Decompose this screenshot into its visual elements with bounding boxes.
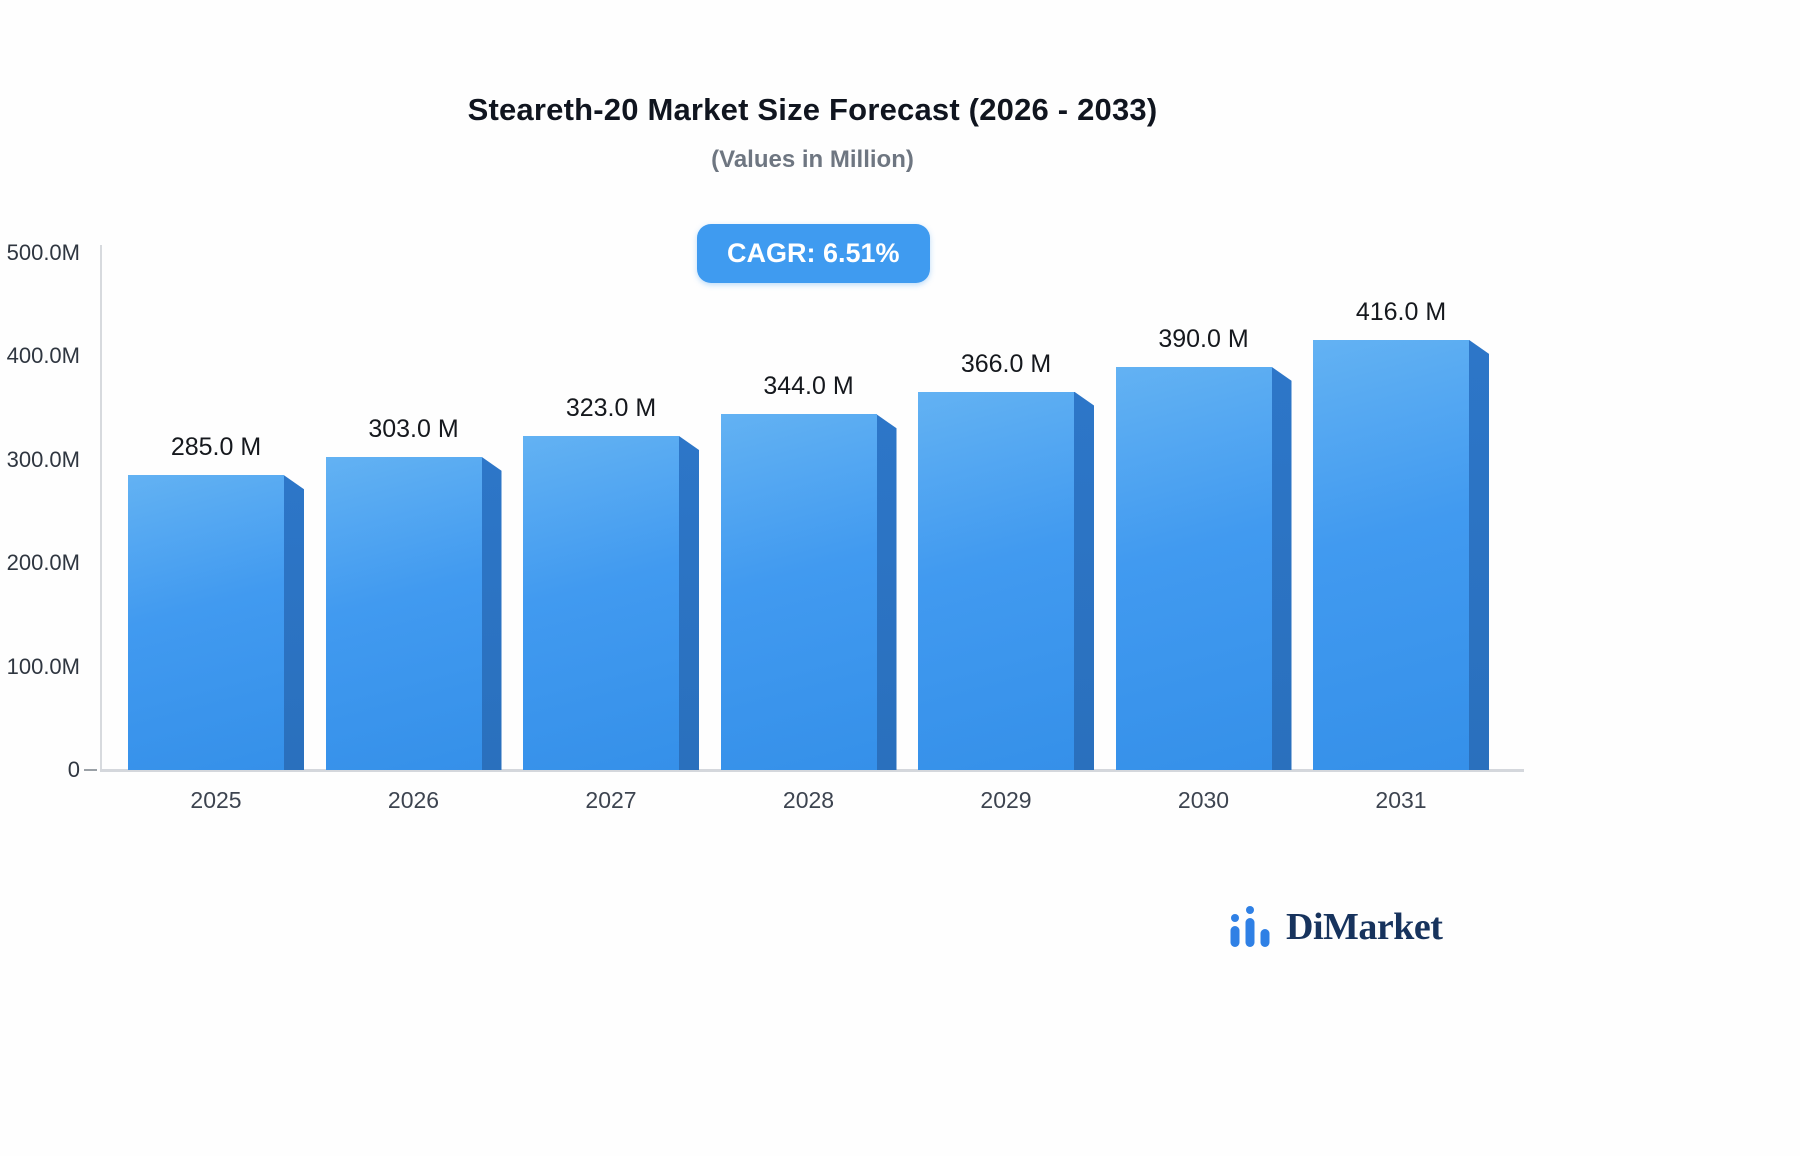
y-axis-tick-label-300: 300.0M (6, 446, 80, 472)
y-axis-tick-label-400: 400.0M (6, 343, 80, 369)
y-axis-tick-label-0: 0 (67, 757, 80, 782)
x-axis-label-2028: 2028 (782, 787, 835, 813)
bar-2030 (1115, 366, 1292, 770)
x-axis-label-2025: 2025 (190, 787, 242, 813)
y-axis-line (100, 245, 102, 771)
x-axis-label-2031: 2031 (1375, 787, 1427, 813)
x-axis-label-2029: 2029 (980, 787, 1032, 813)
chart-header: Steareth-20 Market Size Forecast (2026 -… (100, 92, 1525, 174)
brand-logo-text: DiMarket (1286, 906, 1443, 948)
bar-side-2028 (876, 414, 897, 770)
bar-value-label-2028: 344.0 M (763, 372, 854, 401)
bar-chart-icon (1230, 906, 1270, 947)
chart-title: Steareth-20 Market Size Forecast (2026 -… (467, 92, 1158, 127)
bar-value-label-2031: 416.0 M (1355, 297, 1447, 326)
x-axis-line (100, 769, 1524, 772)
bar-value-label-2027: 323.0 M (565, 394, 657, 423)
bar-2026 (325, 456, 502, 770)
zero-tick-mark (84, 769, 97, 771)
bar-face-2025 (128, 475, 284, 770)
cagr-badge: CAGR: 6.51% (697, 224, 930, 283)
bar-side-2025 (284, 475, 304, 770)
bar-side-2030 (1271, 366, 1292, 770)
bar-value-label-2026: 303.0 M (368, 414, 459, 443)
bar-2028 (720, 414, 897, 770)
bar-2027 (523, 436, 699, 770)
bar-2031 (1313, 339, 1489, 770)
bar-side-2029 (1074, 391, 1094, 770)
bar-face-2029 (918, 391, 1074, 770)
bar-face-2026 (325, 456, 482, 770)
bar-value-label-2025: 285.0 M (170, 433, 262, 462)
x-axis-label-2026: 2026 (387, 787, 440, 813)
bar-side-2026 (481, 456, 502, 770)
y-axis-tick-label-100: 100.0M (6, 653, 80, 679)
chart-subtitle: (Values in Million) (711, 146, 914, 173)
bar-value-label-2030: 390.0 M (1158, 324, 1249, 353)
bar-face-2030 (1115, 366, 1272, 770)
bar-value-label-2029: 366.0 M (960, 349, 1052, 378)
bar-2025 (128, 475, 304, 770)
y-axis-tick-label-200: 200.0M (6, 550, 80, 576)
bar-face-2028 (720, 414, 877, 770)
bar-face-2027 (523, 436, 679, 770)
y-axis-tick-label-500: 500.0M (6, 240, 80, 265)
brand-logo: DiMarket (1228, 905, 1443, 949)
bar-side-2031 (1469, 339, 1489, 770)
bar-2029 (918, 391, 1094, 770)
x-axis-label-2030: 2030 (1177, 787, 1230, 813)
bar-face-2031 (1313, 339, 1469, 770)
x-axis-label-2027: 2027 (585, 787, 637, 813)
bar-side-2027 (679, 436, 699, 770)
